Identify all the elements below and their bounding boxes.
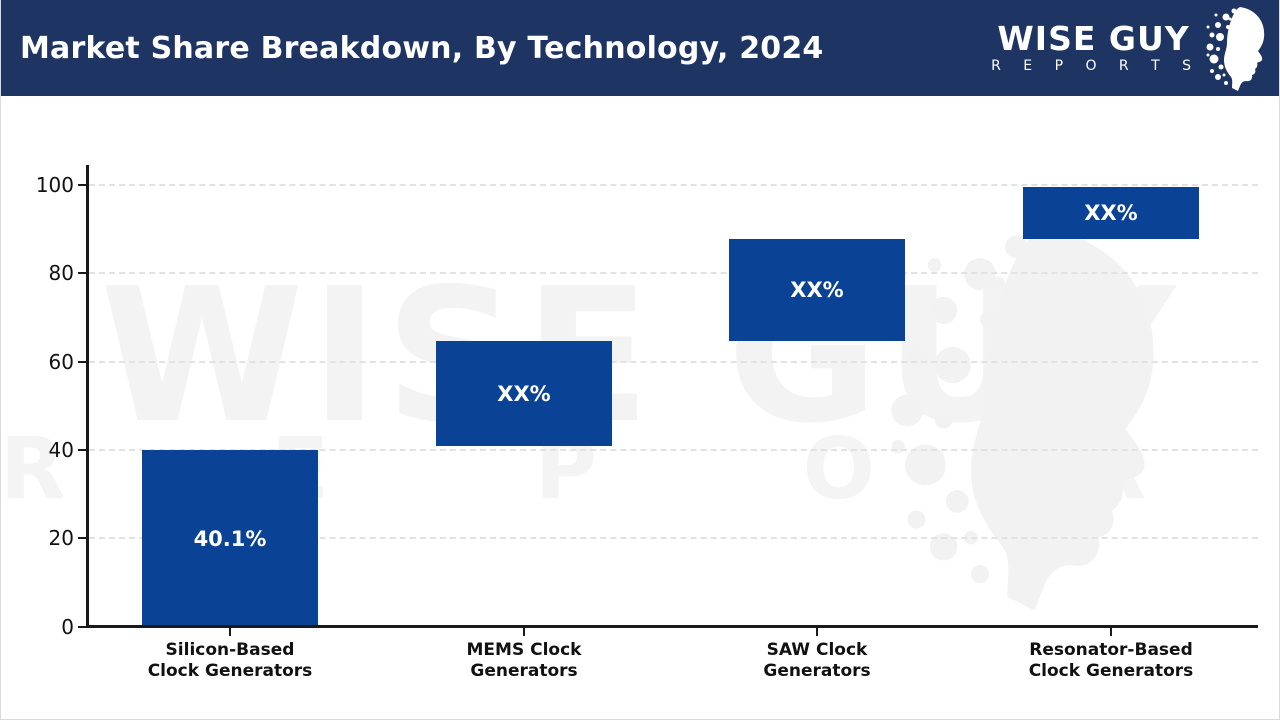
y-tick-label: 80 [48, 261, 74, 285]
bar-value-label: XX% [1084, 201, 1138, 225]
x-category-label: SAW Clock Generators [763, 640, 871, 681]
wise-guy-logo: WISE GUY R E P O R T S [987, 5, 1280, 91]
y-tick [78, 449, 87, 451]
bar-value-label: XX% [790, 278, 844, 302]
y-tick [78, 184, 87, 186]
y-tick [78, 537, 87, 539]
x-tick [229, 628, 231, 636]
bar-resonator-based: XX% [1023, 187, 1199, 239]
header: Market Share Breakdown, By Technology, 2… [0, 0, 1280, 96]
y-tick-label: 0 [61, 615, 74, 639]
logo-wordmark: WISE GUY [997, 19, 1190, 58]
logo-face-icon [1206, 7, 1265, 91]
page-title: Market Share Breakdown, By Technology, 2… [20, 30, 824, 66]
bar-mems: XX% [436, 341, 612, 446]
bar-silicon-based: 40.1% [142, 450, 318, 627]
logo-text: WISE GUY R E P O R T S [987, 19, 1200, 75]
y-tick-label: 20 [48, 526, 74, 550]
y-tick [78, 626, 87, 628]
x-category-label: MEMS Clock Generators [466, 640, 582, 681]
bar-saw: XX% [729, 239, 905, 341]
gridline-80 [89, 272, 1258, 274]
x-category-label: Silicon-Based Clock Generators [147, 640, 313, 681]
y-axis-line [86, 165, 89, 628]
logo-subtext: R E P O R T S [991, 58, 1200, 74]
gridline-20 [89, 537, 1258, 539]
x-category-label: Resonator-Based Clock Generators [1028, 640, 1194, 681]
bar-value-label: 40.1% [193, 526, 267, 551]
x-tick [523, 628, 525, 636]
y-tick-label: 60 [48, 350, 74, 374]
x-axis-line [86, 625, 1258, 628]
bar-value-label: XX% [497, 381, 551, 406]
gridline-40 [89, 449, 1258, 451]
x-tick [1110, 628, 1112, 636]
y-tick [78, 361, 87, 363]
watermark-face-icon [891, 228, 1154, 611]
y-tick-label: 40 [48, 438, 74, 462]
y-tick [78, 272, 87, 274]
x-tick [816, 628, 818, 636]
gridline-60 [89, 361, 1258, 363]
gridline-100 [89, 184, 1258, 186]
y-tick-label: 100 [35, 173, 74, 197]
